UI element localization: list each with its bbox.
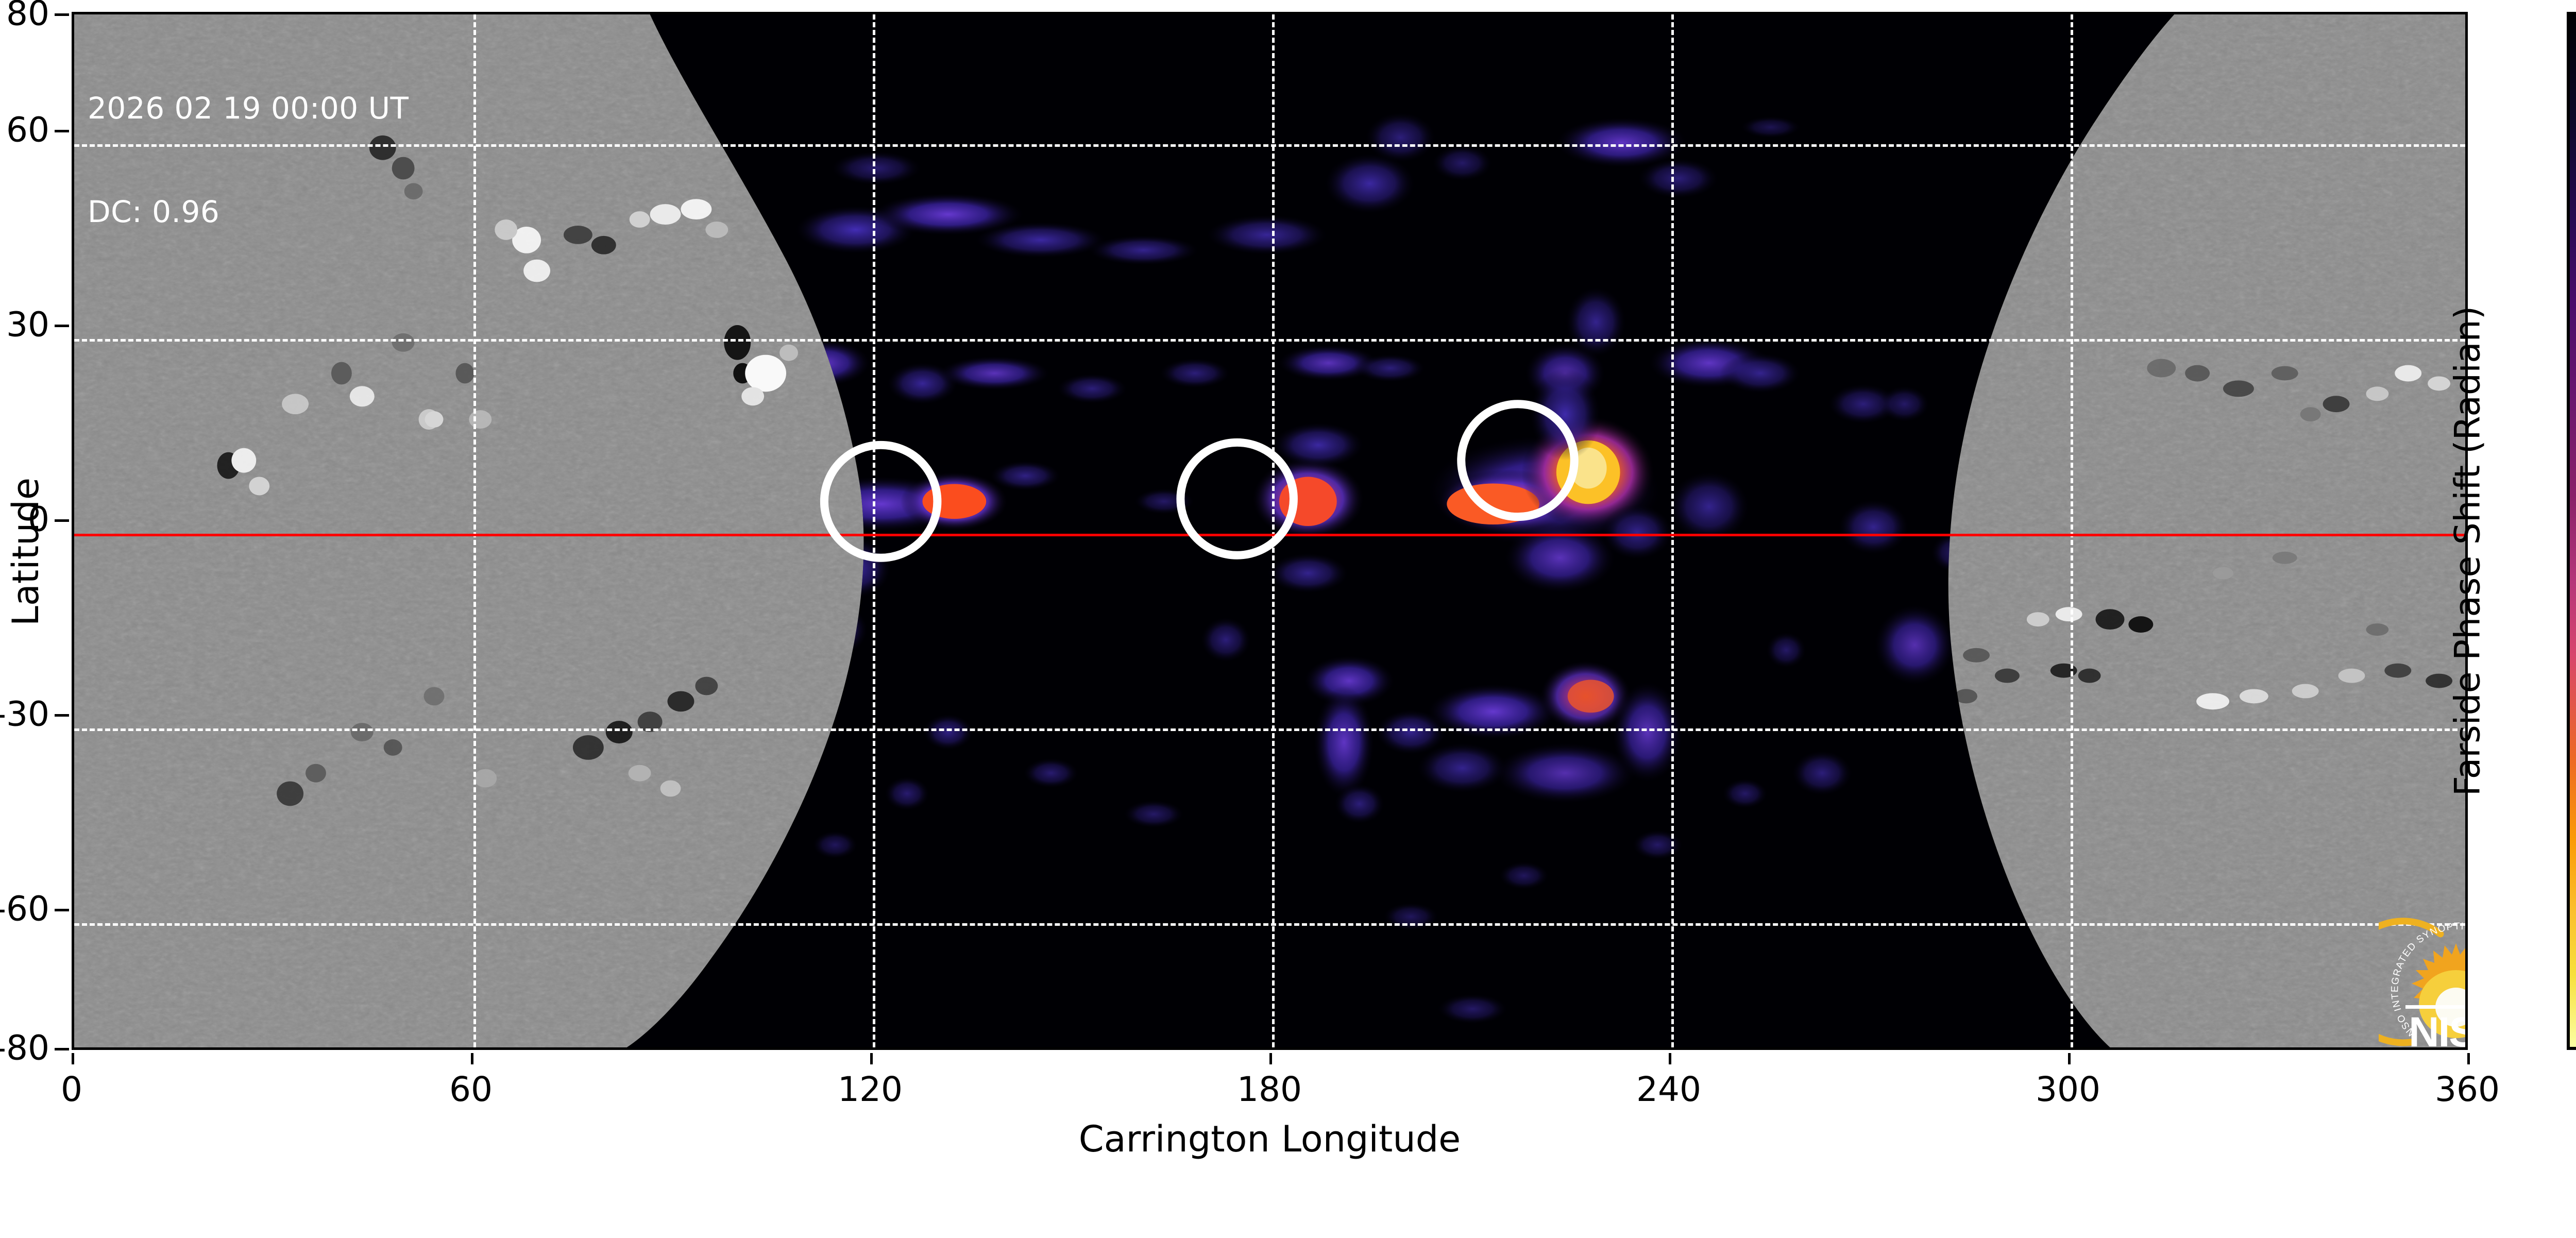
farside-map-plot: NISP NSO INTEGRATED SYNOPTIC PROGRAM 202…	[72, 12, 2468, 1050]
xtick-120	[870, 1053, 873, 1064]
xtick-180	[1269, 1053, 1272, 1064]
xticklabel-300: 300	[2036, 1070, 2100, 1109]
ytick-80	[55, 13, 69, 16]
ytick-minus80	[55, 1048, 69, 1050]
xtick-0	[72, 1053, 74, 1064]
ytick-minus60	[55, 909, 69, 911]
yticklabel-0: 0	[28, 499, 49, 539]
yticklabel-minus60: -60	[0, 889, 49, 929]
observation-datetime: 2026 02 19 00:00 UT	[88, 90, 409, 126]
yticklabel-minus80: -80	[0, 1028, 49, 1068]
xticklabel-180: 180	[1237, 1070, 1302, 1109]
svg-text:NISP: NISP	[2409, 1009, 2468, 1050]
xticklabel-240: 240	[1636, 1070, 1701, 1109]
xticklabel-120: 120	[838, 1070, 903, 1109]
equator-reference-line	[74, 534, 2465, 536]
ytick-60	[55, 130, 69, 132]
xticklabel-360: 360	[2435, 1070, 2500, 1109]
nisp-logo: NISP NSO INTEGRATED SYNOPTIC PROGRAM	[2338, 913, 2468, 1050]
yticklabel-minus30: -30	[0, 694, 49, 734]
xtick-240	[1669, 1053, 1671, 1064]
farside-colorbar-title: Farside Phase Shift (Radian)	[2447, 306, 2488, 796]
ytick-0	[55, 519, 69, 522]
x-axis-title: Carrington Longitude	[1078, 1118, 1461, 1160]
yticklabel-30: 30	[6, 304, 49, 345]
xtick-360	[2467, 1053, 2470, 1064]
xtick-300	[2068, 1053, 2071, 1064]
xticklabel-0: 0	[61, 1070, 82, 1109]
ytick-30	[55, 325, 69, 327]
xtick-60	[471, 1053, 473, 1064]
yticklabel-60: 60	[6, 110, 49, 150]
duty-cycle-label: DC: 0.96	[88, 194, 220, 230]
farside-phase-shift-layer	[74, 14, 2465, 1047]
y-axis-title: Latitude	[5, 477, 47, 626]
farside-colorbar	[2567, 12, 2576, 1050]
yticklabel-80: 80	[6, 0, 49, 33]
xticklabel-60: 60	[449, 1070, 493, 1109]
ytick-minus30	[55, 714, 69, 717]
observation-annotation: 2026 02 19 00:00 UT DC: 0.96	[88, 22, 409, 299]
